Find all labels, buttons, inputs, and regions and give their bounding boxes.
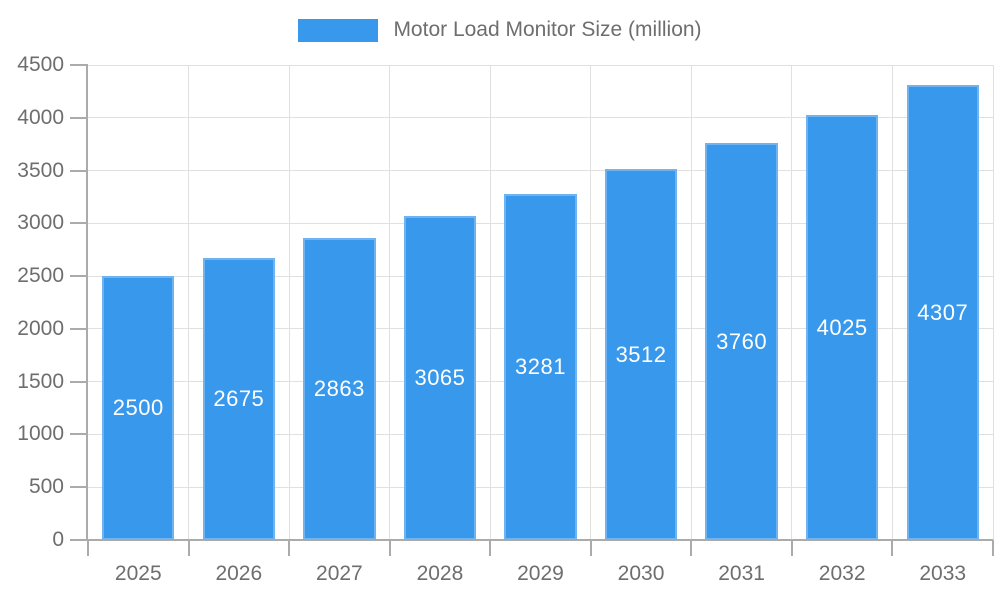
bar-value-label: 3512 xyxy=(615,341,667,367)
y-axis-tick xyxy=(70,486,88,489)
gridline-vertical xyxy=(590,65,592,540)
y-axis-tick xyxy=(70,275,88,278)
x-axis-tick-label: 2030 xyxy=(617,562,665,585)
x-axis-tick xyxy=(87,540,89,556)
gridline-vertical xyxy=(489,65,491,540)
x-axis-tick-label: 2027 xyxy=(316,562,363,585)
x-axis-tick xyxy=(589,540,592,556)
bar-value-label: 2675 xyxy=(213,385,265,411)
x-axis-line xyxy=(88,539,993,541)
x-axis-tick xyxy=(690,540,693,556)
bar-value-label: 4307 xyxy=(917,299,969,325)
y-axis-tick-label: 3000 xyxy=(17,211,64,235)
y-axis-tick-label: 2000 xyxy=(17,316,64,340)
y-axis-tick xyxy=(70,327,88,330)
y-axis-tick xyxy=(70,64,88,66)
y-axis-tick xyxy=(70,433,88,436)
x-axis-tick xyxy=(790,540,793,556)
y-axis-line xyxy=(86,65,88,540)
y-axis-tick-label: 3500 xyxy=(17,158,64,182)
x-axis-tick-label: 2026 xyxy=(215,562,263,585)
bar-value-label: 3281 xyxy=(515,353,566,379)
gridline-vertical xyxy=(288,65,290,540)
bar-value-label: 3760 xyxy=(716,328,768,354)
y-axis-tick-label: 1000 xyxy=(17,422,64,446)
y-axis-tick xyxy=(70,380,88,383)
bar[interactable] xyxy=(805,115,879,540)
gridline-vertical xyxy=(992,65,994,540)
y-axis-tick xyxy=(70,169,88,172)
x-axis-tick xyxy=(187,540,190,556)
x-axis-tick-label: 2028 xyxy=(416,562,464,585)
gridline-horizontal xyxy=(88,64,993,66)
x-axis-tick xyxy=(992,540,994,556)
x-axis-tick xyxy=(891,540,894,556)
gridline-vertical xyxy=(389,65,391,540)
y-axis-tick-label: 500 xyxy=(28,475,64,499)
bar-value-label: 2863 xyxy=(313,375,365,401)
bar[interactable] xyxy=(906,85,979,540)
x-axis-tick-label: 2032 xyxy=(818,562,866,585)
bar[interactable] xyxy=(604,169,678,540)
x-axis-tick xyxy=(288,540,291,556)
y-axis-tick-label: 4500 xyxy=(17,53,64,76)
x-axis-tick xyxy=(489,540,492,556)
x-axis-tick-label: 2031 xyxy=(718,562,765,585)
bar[interactable] xyxy=(202,257,276,540)
gridline-vertical xyxy=(791,65,793,540)
bar-value-label: 2500 xyxy=(112,395,164,421)
bar[interactable] xyxy=(303,237,376,540)
gridline-vertical xyxy=(891,65,893,540)
x-axis-tick-label: 2025 xyxy=(114,562,162,585)
bar-value-label: 4025 xyxy=(816,314,868,340)
x-axis-tick-label: 2033 xyxy=(919,562,967,585)
bar[interactable] xyxy=(102,276,175,540)
gridline-vertical xyxy=(188,65,190,540)
legend-swatch xyxy=(298,18,379,42)
y-axis-tick-label: 0 xyxy=(52,528,64,551)
bar-value-label: 3065 xyxy=(414,365,466,391)
bar[interactable] xyxy=(403,216,477,540)
y-axis-tick xyxy=(70,222,88,225)
gridline-vertical xyxy=(690,65,692,540)
y-axis-tick xyxy=(70,116,88,119)
bar[interactable] xyxy=(705,143,778,540)
legend-label: Motor Load Monitor Size (million) xyxy=(393,18,702,41)
x-axis-tick-label: 2029 xyxy=(517,562,564,585)
y-axis-tick-label: 2500 xyxy=(17,264,64,288)
x-axis-tick xyxy=(388,540,391,556)
bar[interactable] xyxy=(504,193,577,540)
y-axis-tick-label: 4000 xyxy=(17,105,64,129)
gridline-horizontal xyxy=(88,117,993,119)
y-axis-tick-label: 1500 xyxy=(17,369,64,393)
gridline-horizontal xyxy=(88,170,993,172)
y-axis-tick xyxy=(70,539,88,541)
chart-legend[interactable]: Motor Load Monitor Size (million) xyxy=(0,18,1000,42)
